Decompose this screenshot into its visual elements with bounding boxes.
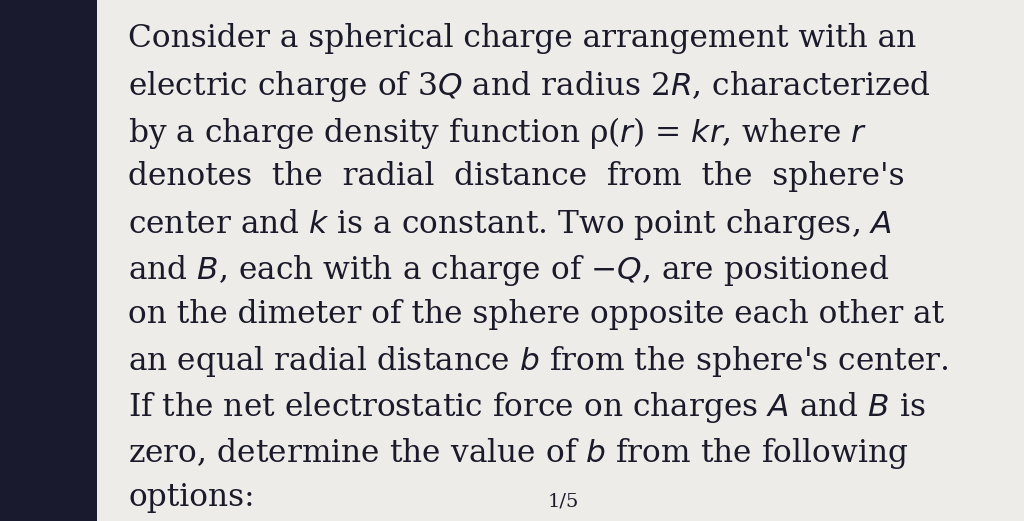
Text: zero, determine the value of $b$ from the following: zero, determine the value of $b$ from th… [128,436,908,471]
Text: an equal radial distance $b$ from the sphere's center.: an equal radial distance $b$ from the sp… [128,344,949,379]
Text: 1/5: 1/5 [548,492,579,511]
Text: Consider a spherical charge arrangement with an: Consider a spherical charge arrangement … [128,23,916,55]
Text: and $B$, each with a charge of −$Q$, are positioned: and $B$, each with a charge of −$Q$, are… [128,253,889,288]
Text: If the net electrostatic force on charges $A$ and $B$ is: If the net electrostatic force on charge… [128,390,926,425]
Text: on the dimeter of the sphere opposite each other at: on the dimeter of the sphere opposite ea… [128,299,944,330]
Text: center and $k$ is a constant. Two point charges, $A$: center and $k$ is a constant. Two point … [128,207,892,242]
FancyBboxPatch shape [0,0,97,521]
Text: by a charge density function ρ($r$) = $kr$, where $r$: by a charge density function ρ($r$) = $k… [128,115,867,151]
Text: electric charge of 3$Q$ and radius 2$R$, characterized: electric charge of 3$Q$ and radius 2$R$,… [128,69,931,104]
Text: denotes  the  radial  distance  from  the  sphere's: denotes the radial distance from the sph… [128,161,904,192]
Text: options:: options: [128,482,255,513]
